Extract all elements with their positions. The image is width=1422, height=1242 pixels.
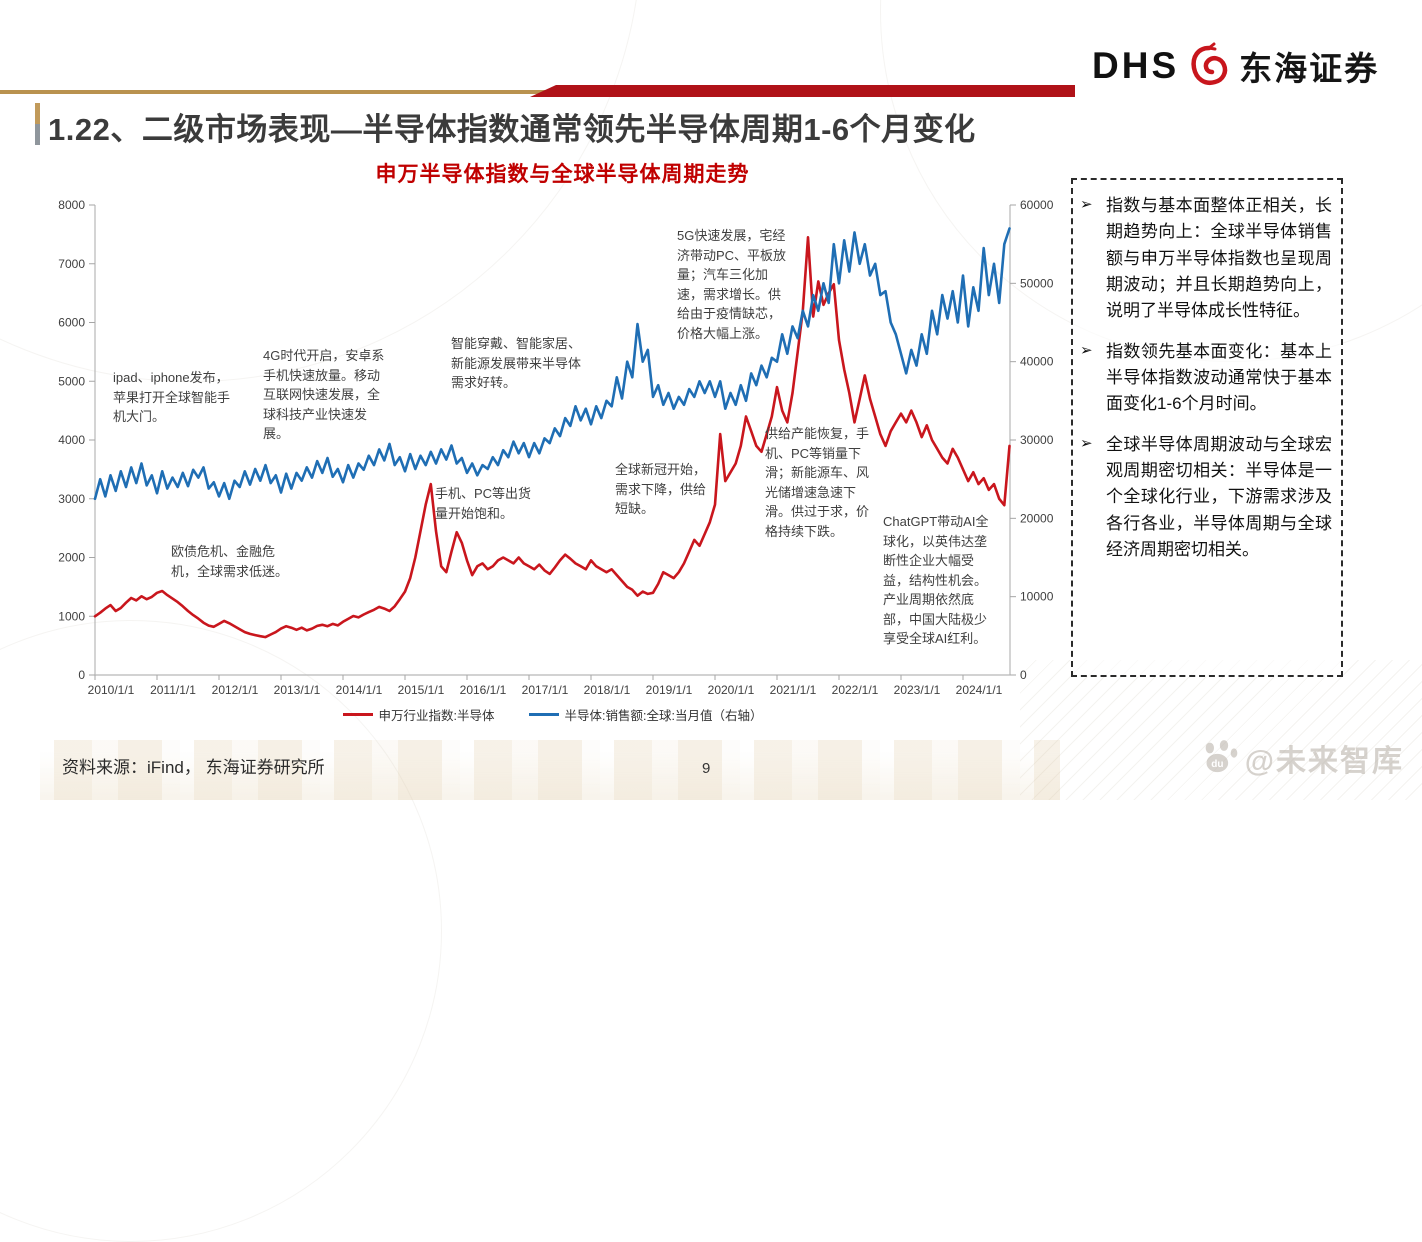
- left-axis-label: 3000: [58, 492, 85, 506]
- legend-item: 半导体:销售额:全球:当月值（右轴）: [528, 705, 762, 724]
- x-axis-label: 2015/1/1: [398, 683, 445, 697]
- left-axis-label: 1000: [58, 609, 85, 623]
- bullet-item: ➢ 指数与基本面整体正相关，长期趋势向上：全球半导体销售额与申万半导体指数也呈现周…: [1080, 193, 1332, 325]
- x-axis-label: 2022/1/1: [832, 683, 879, 697]
- series-left: [93, 235, 1011, 639]
- left-axis-label: 5000: [58, 374, 85, 388]
- x-axis-label: 2017/1/1: [522, 683, 569, 697]
- logo-dhs-text: DHS: [1092, 45, 1180, 86]
- bullet-arrow-icon: ➢: [1080, 196, 1093, 213]
- right-axis-label: 60000: [1020, 200, 1054, 212]
- bullet-item: ➢ 全球半导体周期波动与全球宏观周期密切相关：半导体是一个全球化行业，下游需求涉及…: [1080, 432, 1332, 564]
- x-axis-label: 2018/1/1: [584, 683, 631, 697]
- chart-annotation: 5G快速发展，宅经济带动PC、平板放量；汽车三化加速，需求增长。供给由于疫情缺芯…: [677, 228, 787, 341]
- bullet-arrow-icon: ➢: [1080, 341, 1093, 359]
- chart-area: 0 1000 2000 3000 4000 5000 6000 7000 8000 0 10000 2…: [55, 200, 1070, 740]
- logo-company-text: 东海证券: [1239, 50, 1380, 87]
- commentary-panel: ➢ 指数与基本面整体正相关，长期趋势向上：全球半导体销售额与申万半导体指数也呈现周…: [1071, 178, 1343, 677]
- series-right: [93, 227, 1011, 501]
- bullet-list: ➢ 指数与基本面整体正相关，长期趋势向上：全球半导体销售额与申万半导体指数也呈现周…: [1080, 193, 1332, 563]
- legend-swatch: [528, 713, 559, 716]
- chart-annotation: 供给产能恢复，手机、PC等销量下滑；新能源车、风光储增速急速下滑。供过于求，价格…: [765, 426, 870, 539]
- line-chart: 0 1000 2000 3000 4000 5000 6000 7000 8000 0 10000 2…: [58, 200, 1054, 697]
- source-note: 资料来源：iFind， 东海证券研究所: [62, 758, 325, 777]
- legend-item: 申万行业指数:半导体: [342, 705, 495, 724]
- left-axis-label: 2000: [58, 551, 85, 565]
- x-axis-label: 2010/1/1: [88, 683, 135, 697]
- title-accent-bar: [35, 103, 40, 145]
- watermark: du @未来智库: [1199, 736, 1404, 780]
- bullet-text: 全球半导体周期波动与全球宏观周期密切相关：半导体是一个全球化行业，下游需求涉及各…: [1106, 434, 1332, 560]
- paw-icon: du: [1199, 738, 1239, 778]
- x-axis-label: 2019/1/1: [646, 683, 693, 697]
- right-axis-label: 10000: [1020, 590, 1054, 604]
- x-axis-label: 2020/1/1: [708, 683, 755, 697]
- x-axis-label: 2011/1/1: [150, 683, 196, 697]
- right-axis-label: 30000: [1020, 433, 1054, 447]
- watermark-text: @未来智库: [1244, 745, 1404, 778]
- left-axis-label: 8000: [58, 200, 85, 212]
- chart-annotation: 手机、PC等出货量开始饱和。: [435, 486, 532, 521]
- header-red-band: [530, 85, 1075, 97]
- bullet-text: 指数领先基本面变化：基本上半导体指数波动通常快于基本面变化1-6个月时间。: [1106, 341, 1332, 414]
- chart-annotation: ipad、iphone发布，苹果打开全球智能手机大门。: [113, 370, 231, 424]
- x-axis-label: 2013/1/1: [274, 683, 321, 697]
- chart-annotation: 全球新冠开始，需求下降，供给短缺。: [615, 462, 707, 516]
- right-axis-label: 20000: [1020, 511, 1054, 525]
- chart-title: 申万半导体指数与全球半导体周期走势: [375, 163, 750, 186]
- x-axis-label: 2024/1/1: [956, 683, 1003, 697]
- svg-text:du: du: [1211, 759, 1223, 770]
- x-axis-label: 2016/1/1: [460, 683, 507, 697]
- right-axis-label: 40000: [1020, 355, 1054, 369]
- chart-annotation: 智能穿戴、智能家居、新能源发展带来半导体需求好转。: [451, 336, 582, 390]
- chart-legend: 申万行业指数:半导体 半导体:销售额:全球:当月值（右轴）: [95, 705, 1010, 724]
- header-gold-line: [0, 90, 548, 94]
- right-axis-label: 0: [1020, 668, 1027, 682]
- background-hatching: [1020, 660, 1422, 800]
- chart-annotation: 4G时代开启，安卓系手机快速放量。移动互联网快速发展，全球科技产业快速发展。: [263, 348, 385, 441]
- bullet-arrow-icon: ➢: [1080, 434, 1093, 452]
- x-axis-label: 2012/1/1: [212, 683, 259, 697]
- bullet-item: ➢ 指数领先基本面变化：基本上半导体指数波动通常快于基本面变化1-6个月时间。: [1080, 339, 1332, 418]
- left-axis-label: 6000: [58, 316, 85, 330]
- chart-annotation: 欧债危机、金融危机，全球需求低迷。: [171, 544, 289, 579]
- legend-swatch: [342, 713, 373, 716]
- page-number: 9: [702, 760, 711, 777]
- page-title: 1.22、二级市场表现—半导体指数通常领先半导体周期1-6个月变化: [48, 112, 976, 147]
- bullet-text: 指数与基本面整体正相关，长期趋势向上：全球半导体销售额与申万半导体指数也呈现周期…: [1106, 196, 1332, 321]
- right-axis-label: 50000: [1020, 276, 1054, 290]
- chart-annotation: ChatGPT带动AI全球化，以英伟达垄断性企业大幅受益，结构性机会。产业周期依…: [883, 514, 989, 646]
- left-axis-label: 0: [78, 668, 85, 682]
- left-axis-label: 4000: [58, 433, 85, 447]
- x-axis-label: 2023/1/1: [894, 683, 941, 697]
- left-axis-label: 7000: [58, 257, 85, 271]
- skyline-watermark: [40, 740, 1060, 800]
- company-logo: DHS 东海证券: [1092, 42, 1379, 90]
- dragon-seal-icon: [1187, 42, 1231, 90]
- x-axis-label: 2014/1/1: [336, 683, 383, 697]
- x-axis-label: 2021/1/1: [770, 683, 817, 697]
